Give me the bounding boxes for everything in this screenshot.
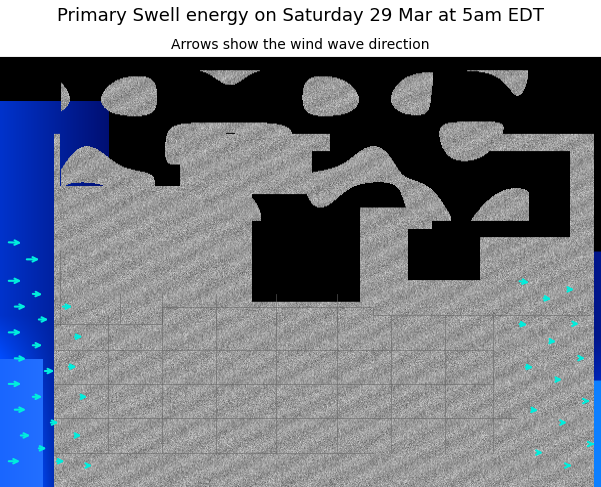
- Text: Primary Swell energy on Saturday 29 Mar at 5am EDT: Primary Swell energy on Saturday 29 Mar …: [57, 7, 544, 25]
- Text: Arrows show the wind wave direction: Arrows show the wind wave direction: [171, 38, 430, 52]
